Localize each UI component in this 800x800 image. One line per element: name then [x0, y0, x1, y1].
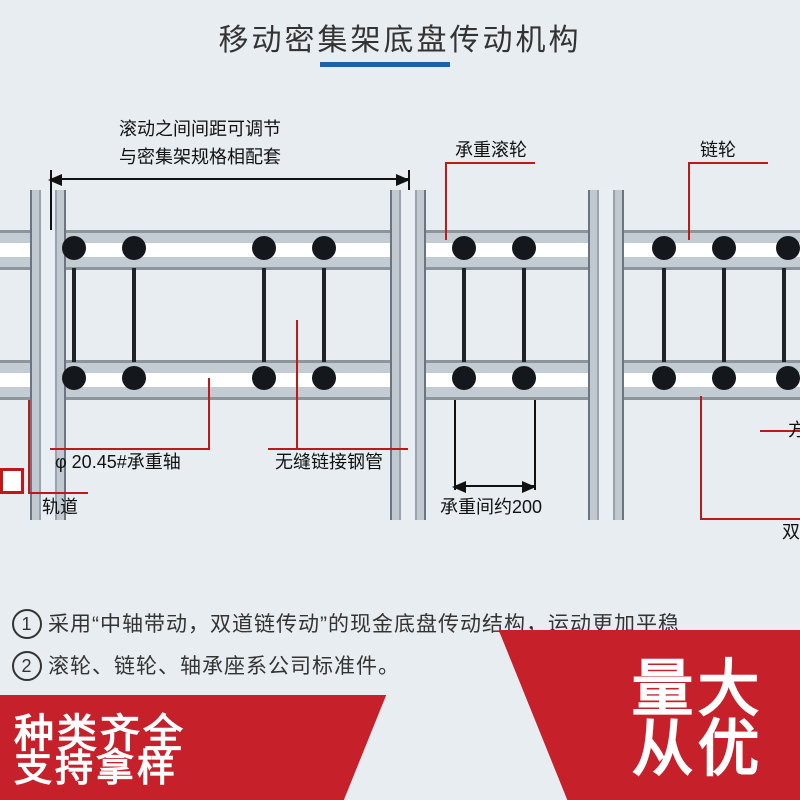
leader [688, 162, 690, 240]
rod [662, 268, 666, 362]
roller [712, 236, 736, 260]
leader [268, 448, 408, 450]
banner-left-line2: 支持拿样 [14, 737, 178, 792]
leader [700, 518, 800, 520]
roller [776, 366, 800, 390]
roller [252, 236, 276, 260]
leader [445, 162, 447, 240]
roller [712, 366, 736, 390]
page-root: 移动密集架底盘传动机构 [0, 0, 800, 800]
rod [722, 268, 726, 362]
rod [262, 268, 266, 362]
roller [252, 366, 276, 390]
roller [122, 366, 146, 390]
roller [312, 236, 336, 260]
leader [445, 162, 535, 164]
page-title: 移动密集架底盘传动机构 [0, 15, 800, 59]
dim-tick [454, 400, 456, 490]
annotation-roller: 承重滚轮 [455, 138, 527, 162]
banner-left-slash [300, 695, 420, 800]
rod [782, 268, 786, 362]
banner-right: 量大 从优 [595, 630, 800, 800]
roller [452, 236, 476, 260]
leader [28, 492, 88, 494]
roller [652, 366, 676, 390]
annotation-pipe: 无缝链接钢管 [275, 450, 383, 474]
dim-arrow-bearing [454, 485, 534, 487]
roller [776, 236, 800, 260]
desc-line-2: 2滚轮、链轮、轴承座系公司标准件。 [12, 650, 400, 681]
roller [512, 236, 536, 260]
roller [312, 366, 336, 390]
column [390, 190, 426, 520]
leader [296, 320, 298, 448]
transmission-diagram: 滚动之间间距可调节 与密集架规格相配套 承重滚轮 链轮 φ 20.45#承重轴 [0, 100, 800, 570]
banner-left: 种类齐全 支持拿样 [0, 695, 312, 800]
content-area: 移动密集架底盘传动机构 [0, 0, 800, 800]
annotation-right-partial: 双 [782, 520, 800, 544]
rod [522, 268, 526, 362]
banner-right-slash [495, 630, 605, 800]
column [588, 190, 624, 520]
leader [700, 396, 702, 518]
annotation-axle: φ 20.45#承重轴 [55, 450, 181, 474]
title-underline [320, 62, 450, 67]
annotation-bearing-span: 承重间约200 [440, 495, 542, 519]
rod [72, 268, 76, 362]
banner-right-line2: 从优 [595, 698, 800, 788]
leader [688, 162, 768, 164]
dim-tick [534, 400, 536, 490]
annotation-spacing: 滚动之间间距可调节 与密集架规格相配套 [115, 115, 285, 172]
roller [512, 366, 536, 390]
rod [322, 268, 326, 362]
left-cut-marker [0, 468, 24, 494]
roller [652, 236, 676, 260]
dim-arrow-spacing [50, 178, 408, 180]
rod [132, 268, 136, 362]
annotation-track: 轨道 [42, 495, 78, 519]
leader [28, 400, 30, 492]
leader [50, 448, 210, 450]
roller [122, 236, 146, 260]
roller [452, 366, 476, 390]
roller [62, 366, 86, 390]
leader [208, 378, 210, 448]
roller [62, 236, 86, 260]
rod [462, 268, 466, 362]
annotation-sprocket: 链轮 [700, 138, 736, 162]
annotation-right-partial2: 方 [788, 418, 800, 442]
